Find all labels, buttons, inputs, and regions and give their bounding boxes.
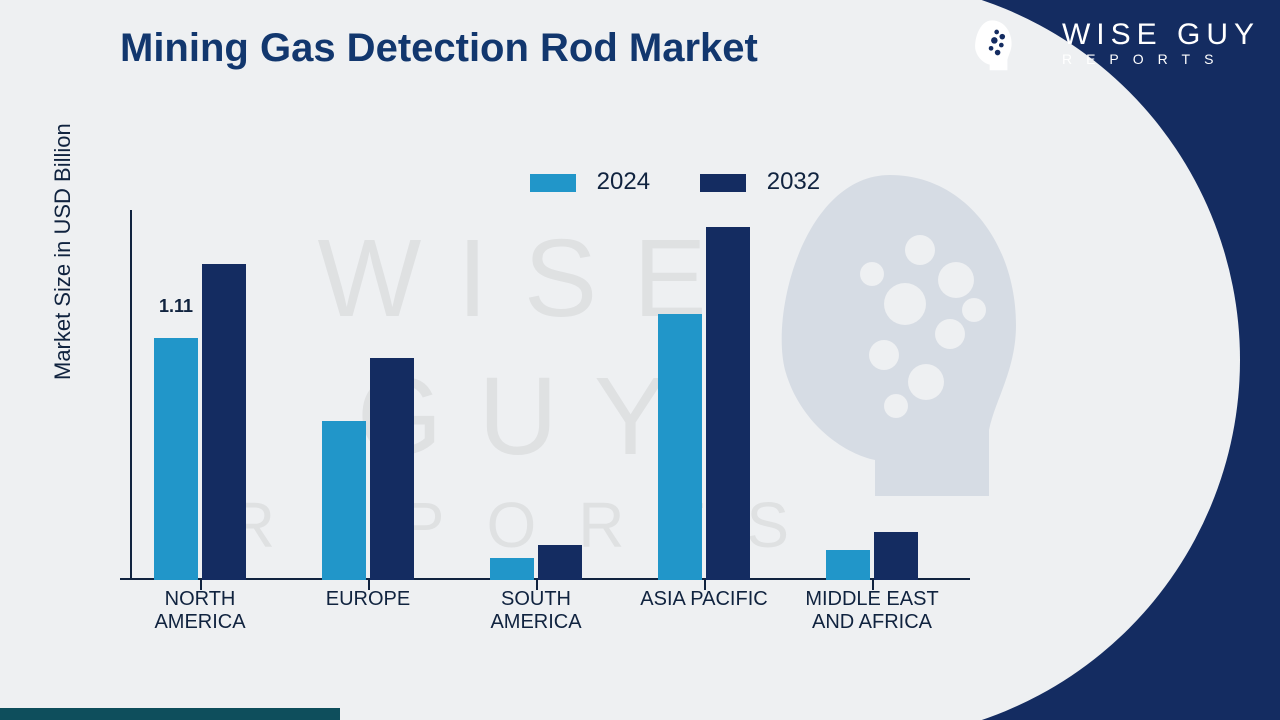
- plot-area: 1.11NORTH AMERICA EUROPE SOUTH AMERICA ASIA…: [130, 210, 970, 580]
- legend-item-2032: 2032: [700, 168, 820, 196]
- x-tick: [872, 580, 874, 590]
- bar-group: SOUTH AMERICA: [476, 210, 596, 580]
- bar-2032: [538, 545, 582, 580]
- chart: Market Size in USD Billion 2024 2032 1.1…: [60, 150, 1000, 690]
- bar-group: EUROPE: [308, 210, 428, 580]
- bar-2024: [322, 421, 366, 580]
- bar-2032: [370, 358, 414, 580]
- x-tick: [536, 580, 538, 590]
- bar-2024: [154, 338, 198, 580]
- legend-swatch-2032: [700, 174, 746, 192]
- logo-line1: WISE GUY: [1062, 18, 1260, 51]
- x-tick: [704, 580, 706, 590]
- page: WISE GUY REPORTS Mining Gas Detection Ro…: [0, 0, 1280, 720]
- bar-2024: [658, 314, 702, 580]
- logo-line2: REPORTS: [1062, 52, 1260, 66]
- value-label: 1.11: [159, 296, 193, 317]
- bar-2032: [202, 264, 246, 580]
- bar-2032: [874, 532, 918, 580]
- brand-logo: WISE GUY REPORTS: [1062, 20, 1260, 66]
- bottom-accent-bar: [0, 708, 340, 720]
- logo-head-icon: [964, 18, 1020, 74]
- bar-group: MIDDLE EAST AND AFRICA: [812, 210, 932, 580]
- bar-2032: [706, 227, 750, 580]
- y-axis-line: [130, 210, 132, 580]
- legend-label-2032: 2032: [767, 168, 820, 195]
- legend-swatch-2024: [530, 174, 576, 192]
- bar-2024: [490, 558, 534, 580]
- y-axis-label: Market Size in USD Billion: [50, 123, 76, 380]
- chart-title: Mining Gas Detection Rod Market: [120, 26, 758, 71]
- legend-item-2024: 2024: [530, 168, 650, 196]
- bar-2024: [826, 550, 870, 580]
- bar-group: 1.11NORTH AMERICA: [140, 210, 260, 580]
- x-tick: [200, 580, 202, 590]
- legend: 2024 2032: [530, 168, 820, 196]
- x-tick: [368, 580, 370, 590]
- bar-group: ASIA PACIFIC: [644, 210, 764, 580]
- legend-label-2024: 2024: [597, 168, 650, 195]
